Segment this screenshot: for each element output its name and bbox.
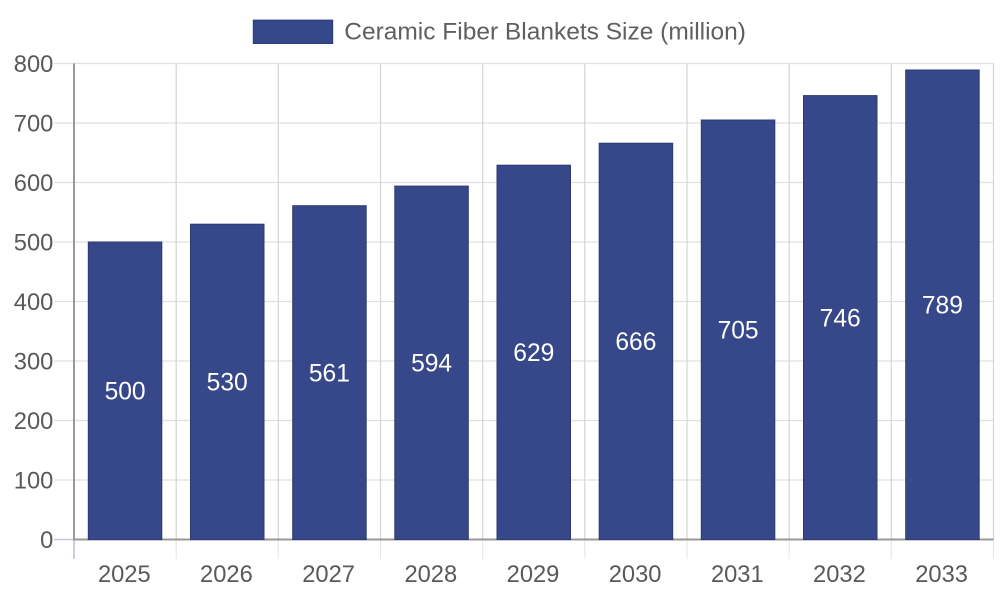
svg-text:2032: 2032 xyxy=(813,562,866,588)
svg-text:2029: 2029 xyxy=(507,562,560,588)
svg-text:530: 530 xyxy=(207,370,248,397)
svg-text:666: 666 xyxy=(615,329,656,356)
svg-text:400: 400 xyxy=(14,290,54,316)
svg-text:100: 100 xyxy=(14,469,54,495)
svg-text:200: 200 xyxy=(14,409,54,435)
svg-text:800: 800 xyxy=(14,52,54,78)
svg-text:700: 700 xyxy=(14,112,54,138)
svg-text:0: 0 xyxy=(40,528,53,554)
svg-text:600: 600 xyxy=(14,171,54,197)
svg-text:746: 746 xyxy=(820,305,861,332)
svg-text:300: 300 xyxy=(14,350,54,376)
svg-text:561: 561 xyxy=(309,360,350,387)
svg-text:629: 629 xyxy=(513,340,554,367)
svg-text:2031: 2031 xyxy=(711,562,764,588)
svg-text:2026: 2026 xyxy=(200,562,253,588)
svg-text:789: 789 xyxy=(922,293,963,320)
svg-text:500: 500 xyxy=(105,379,146,406)
svg-text:2033: 2033 xyxy=(915,562,968,588)
svg-text:2030: 2030 xyxy=(609,562,662,588)
svg-text:2027: 2027 xyxy=(302,562,355,588)
svg-text:500: 500 xyxy=(14,231,54,257)
svg-text:Ceramic Fiber Blankets Size (m: Ceramic Fiber Blankets Size (million) xyxy=(344,19,746,46)
svg-text:594: 594 xyxy=(411,351,452,378)
svg-text:2028: 2028 xyxy=(404,562,457,588)
svg-text:2025: 2025 xyxy=(98,562,151,588)
svg-text:705: 705 xyxy=(718,318,759,345)
